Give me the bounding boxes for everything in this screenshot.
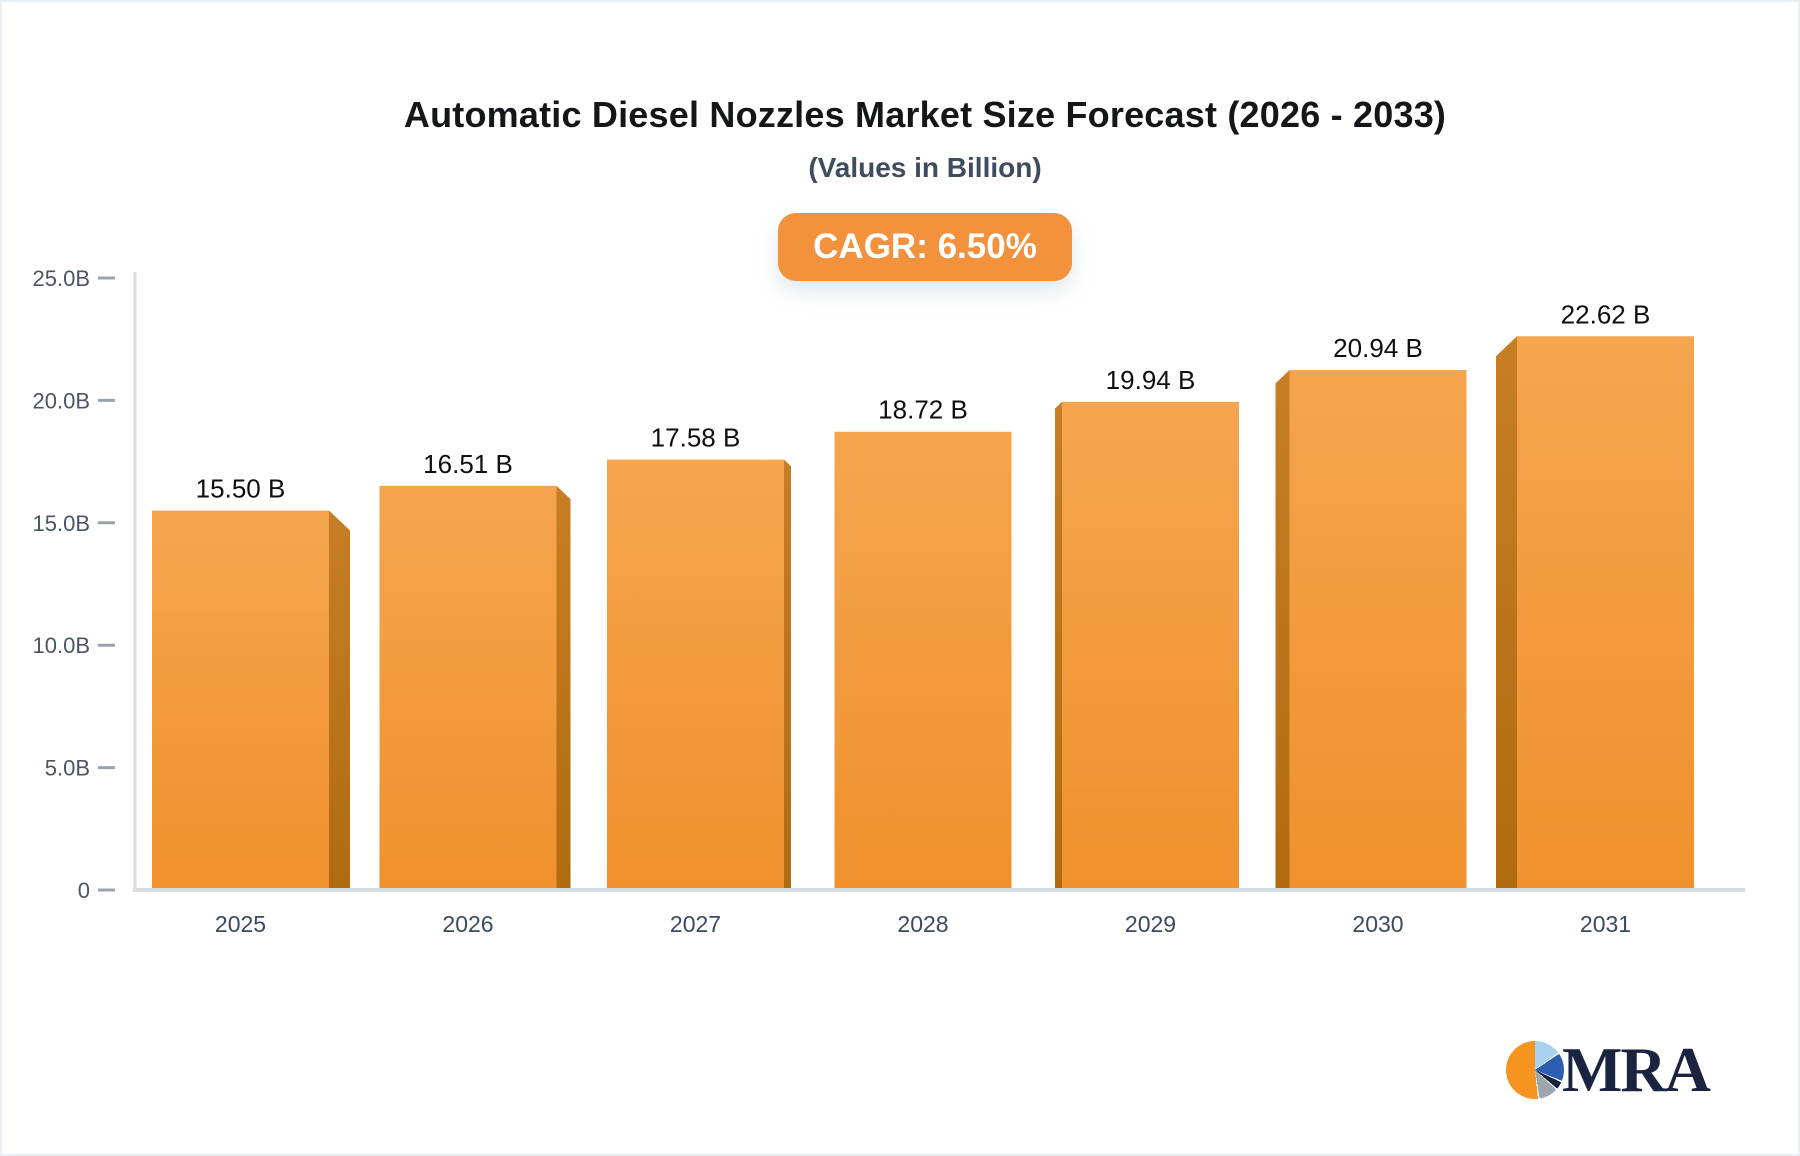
cagr-badge: CAGR: 6.50%: [778, 213, 1072, 281]
bar-value-label: 20.94 B: [1333, 333, 1423, 363]
bar-front-face[interactable]: [1289, 370, 1467, 890]
x-axis-label: 2027: [670, 911, 721, 937]
bar-value-label: 19.94 B: [1106, 365, 1196, 395]
bar-front-face[interactable]: [834, 431, 1012, 890]
y-tick-label: 20.0B: [33, 388, 91, 413]
bar-side-face[interactable]: [329, 510, 350, 890]
chart-header: Automatic Diesel Nozzles Market Size For…: [52, 94, 1798, 281]
bar-2029[interactable]: 19.94 B 2029: [1055, 365, 1239, 937]
bar-value-label: 18.72 B: [878, 395, 968, 425]
bar-value-label: 17.58 B: [651, 423, 741, 453]
bar-value-label: 22.62 B: [1561, 299, 1651, 329]
bar-2028[interactable]: 18.72 B 2028: [834, 395, 1012, 937]
bar-front-face[interactable]: [1062, 401, 1239, 890]
x-axis-label: 2030: [1352, 911, 1403, 937]
bar-side-face[interactable]: [1275, 370, 1290, 890]
chart-title: Automatic Diesel Nozzles Market Size For…: [403, 94, 1447, 135]
x-axis-label: 2026: [442, 911, 493, 937]
x-axis-label: 2025: [215, 911, 266, 937]
bar-value-label: 15.50 B: [196, 474, 286, 504]
chart-subtitle: (Values in Billion): [808, 152, 1042, 183]
y-tick-label: 5.0B: [45, 756, 90, 781]
pie-chart-logo-icon: [1506, 1041, 1564, 1099]
bar-side-face[interactable]: [556, 485, 571, 890]
brand-logo[interactable]: MRA: [1506, 1034, 1711, 1105]
x-axis-label: 2031: [1580, 911, 1631, 937]
x-axis-label: 2028: [897, 911, 948, 937]
y-tick-label: 10.0B: [33, 633, 91, 658]
bar-2030[interactable]: 20.94 B 2030: [1275, 333, 1467, 937]
bar-value-label: 16.51 B: [423, 449, 513, 479]
bar-2026[interactable]: 16.51 B 2026: [379, 449, 571, 937]
y-tick-label: 15.0B: [33, 511, 91, 536]
bar-front-face[interactable]: [152, 510, 329, 890]
bar-front-face[interactable]: [379, 485, 557, 890]
bar-side-face[interactable]: [1055, 401, 1062, 890]
bar-front-face[interactable]: [1517, 336, 1694, 890]
bar-2031[interactable]: 22.62 B 2031: [1496, 299, 1694, 937]
y-tick-label: 25.0B: [33, 266, 91, 291]
bar-side-face[interactable]: [1496, 336, 1517, 890]
bar-front-face[interactable]: [607, 459, 784, 890]
x-axis-line: [133, 888, 1745, 892]
bar-2027[interactable]: 17.58 B 2027: [607, 423, 791, 937]
bar-side-face[interactable]: [784, 459, 791, 890]
y-tick-label: 0: [78, 878, 90, 903]
x-axis-label: 2029: [1125, 911, 1176, 937]
brand-logo-text: MRA: [1562, 1034, 1711, 1105]
bar-2025[interactable]: 15.50 B 2025: [152, 474, 350, 937]
